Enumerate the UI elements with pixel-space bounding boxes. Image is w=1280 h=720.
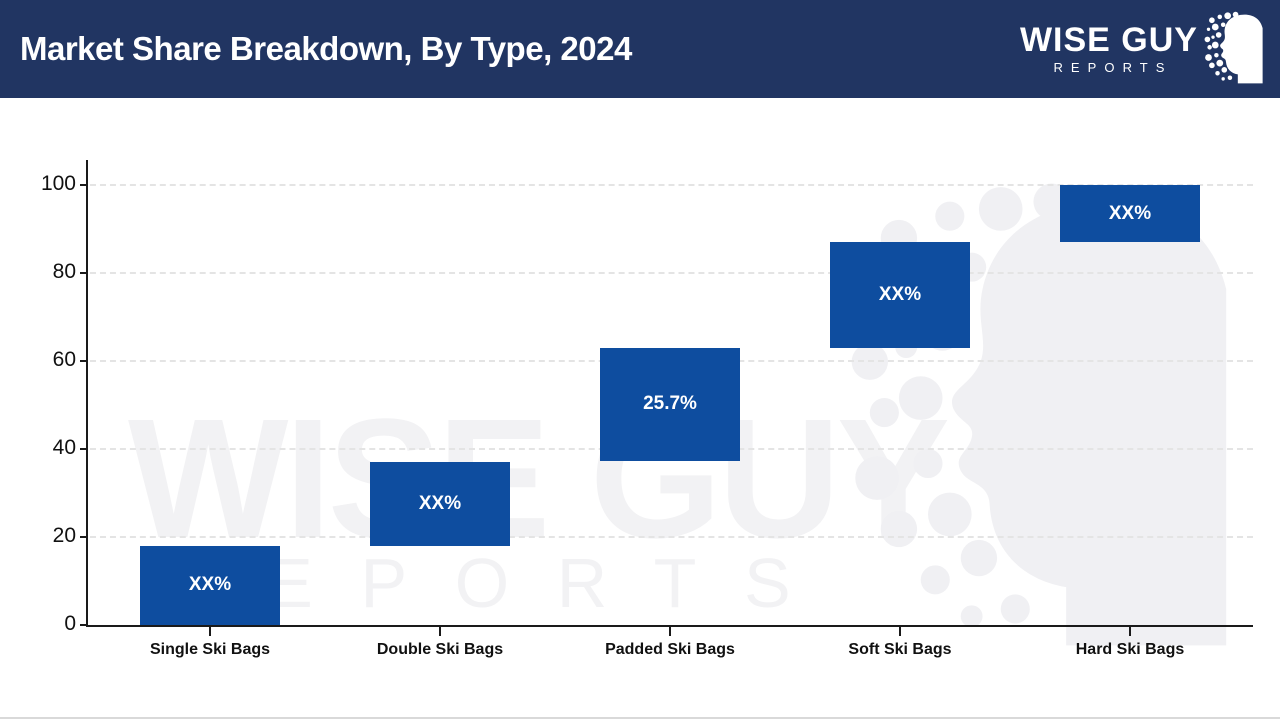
x-tick-double-ski-bags bbox=[439, 627, 441, 636]
y-tick-40 bbox=[80, 448, 88, 450]
watermark-wordmark: WISE GUY bbox=[128, 384, 950, 574]
x-tick-hard-ski-bags bbox=[1129, 627, 1131, 636]
x-axis bbox=[86, 625, 1253, 627]
bar-value-label: 25.7% bbox=[643, 393, 697, 415]
x-category-label-single-ski-bags: Single Ski Bags bbox=[149, 641, 271, 658]
page-title: Market Share Breakdown, By Type, 2024 bbox=[20, 30, 632, 67]
y-tick-20 bbox=[80, 536, 88, 538]
bar-padded-ski-bags: 25.7% bbox=[600, 347, 740, 461]
logo-subtitle: REPORTS bbox=[1053, 59, 1173, 75]
bar-hard-ski-bags: XX% bbox=[1060, 185, 1200, 243]
y-tick-100 bbox=[80, 184, 88, 186]
bar-double-ski-bags: XX% bbox=[370, 462, 510, 546]
y-tick-60 bbox=[80, 360, 88, 362]
logo-face-icon bbox=[1204, 11, 1263, 84]
y-tick-label-20: 20 bbox=[52, 524, 76, 547]
header-band: Market Share Breakdown, By Type, 2024 WI… bbox=[0, 0, 1280, 98]
y-tick-label-80: 80 bbox=[52, 260, 76, 283]
gridline-80 bbox=[90, 272, 1253, 274]
bar-value-label: XX% bbox=[418, 492, 462, 514]
x-tick-single-ski-bags bbox=[209, 627, 211, 636]
y-tick-0 bbox=[80, 624, 88, 626]
y-tick-label-100: 100 bbox=[40, 172, 76, 195]
logo-text: WISE GUY REPORTS bbox=[1019, 21, 1198, 75]
gridline-100 bbox=[90, 184, 1253, 186]
wiseguy-logo: WISE GUY REPORTS bbox=[1020, 11, 1280, 87]
x-tick-soft-ski-bags bbox=[899, 627, 901, 636]
bottom-border-line bbox=[0, 717, 1280, 719]
gridline-20 bbox=[90, 536, 1253, 538]
logo-wordmark: WISE GUY bbox=[1019, 21, 1198, 60]
x-category-label-double-ski-bags: Double Ski Bags bbox=[376, 641, 504, 658]
y-tick-label-0: 0 bbox=[64, 612, 76, 635]
bar-value-label: XX% bbox=[188, 574, 232, 596]
y-tick-label-60: 60 bbox=[52, 348, 76, 371]
y-tick-80 bbox=[80, 272, 88, 274]
chart-area: WISE GUY REPORTS 0 20 40 60 80 100 XX% Single S… bbox=[0, 98, 1280, 718]
x-tick-padded-ski-bags bbox=[669, 627, 671, 636]
bar-soft-ski-bags: XX% bbox=[830, 242, 970, 348]
x-category-label-padded-ski-bags: Padded Ski Bags bbox=[605, 641, 735, 658]
y-tick-label-40: 40 bbox=[52, 436, 76, 459]
y-axis bbox=[86, 160, 88, 627]
bar-value-label: XX% bbox=[878, 283, 922, 305]
x-category-label-hard-ski-bags: Hard Ski Bags bbox=[1075, 641, 1185, 658]
bar-value-label: XX% bbox=[1108, 202, 1152, 224]
bar-single-ski-bags: XX% bbox=[140, 545, 280, 625]
x-category-label-soft-ski-bags: Soft Ski Bags bbox=[848, 641, 952, 658]
